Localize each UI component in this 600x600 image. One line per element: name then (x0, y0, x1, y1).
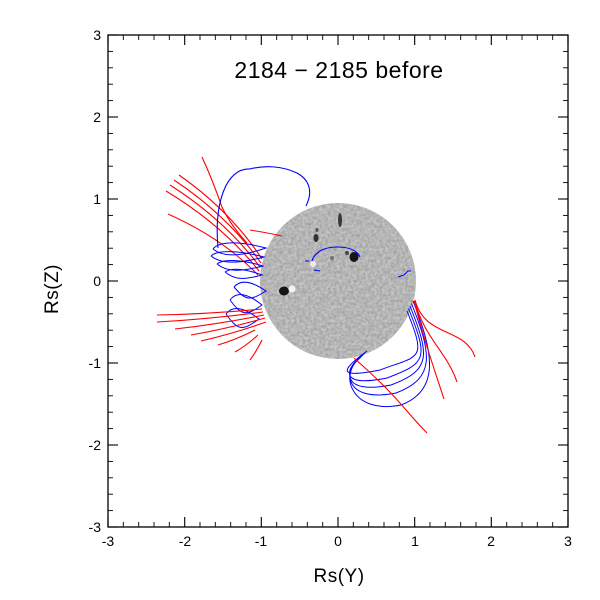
svg-text:0: 0 (334, 533, 342, 549)
svg-text:1: 1 (411, 533, 419, 549)
svg-text:-2: -2 (89, 437, 102, 453)
svg-text:1: 1 (93, 191, 101, 207)
svg-text:3: 3 (564, 533, 572, 549)
svg-text:2: 2 (487, 533, 495, 549)
svg-text:2184 − 2185 before: 2184 − 2185 before (234, 57, 443, 83)
svg-text:-3: -3 (102, 533, 115, 549)
svg-text:3: 3 (93, 27, 101, 43)
svg-text:-1: -1 (255, 533, 268, 549)
svg-text:2: 2 (93, 109, 101, 125)
svg-text:-2: -2 (179, 533, 192, 549)
svg-text:Rs(Y): Rs(Y) (313, 566, 364, 587)
svg-text:0: 0 (93, 273, 101, 289)
svg-text:-3: -3 (89, 519, 102, 535)
svg-text:Rs(Z): Rs(Z) (42, 264, 63, 314)
svg-text:-1: -1 (89, 355, 102, 371)
